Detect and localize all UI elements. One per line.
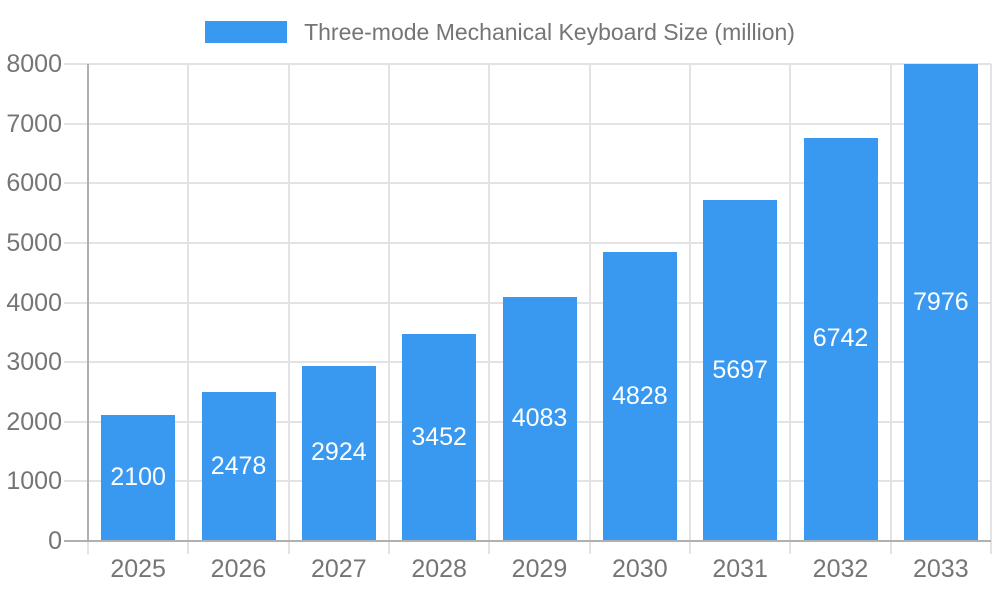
bar-value-label: 2924 [311,438,367,467]
bar-value-label: 2478 [210,451,267,480]
bar-value-label: 2100 [110,462,166,491]
y-gridline [64,241,991,244]
y-axis-tick-label: 2000 [6,407,62,436]
x-gridline [789,64,792,554]
y-axis-tick-label: 0 [48,527,62,555]
x-axis-tick-label: 2030 [612,555,668,583]
bar[interactable]: 5697 [703,200,778,540]
y-axis-tick-label: 6000 [6,169,62,198]
y-axis-tick-label: 5000 [6,228,62,257]
bar-value-label: 7976 [913,287,969,316]
y-gridline [64,182,991,185]
bar[interactable]: 2478 [201,392,276,540]
y-gridline [64,122,991,125]
y-axis-tick-label: 8000 [6,50,62,78]
bar[interactable]: 4083 [502,296,577,540]
bar-value-label: 6742 [812,324,869,353]
bar-value-label: 4828 [612,381,668,410]
x-gridline [388,64,390,554]
x-gridline [588,64,591,554]
chart-legend[interactable]: Three-mode Mechanical Keyboard Size (mil… [0,16,1000,48]
x-gridline [990,64,992,554]
x-gridline [287,64,290,554]
y-axis-tick-label: 3000 [6,348,62,377]
x-axis-tick-label: 2029 [511,555,568,583]
x-axis-baseline [64,540,991,542]
bar[interactable]: 3452 [402,334,477,540]
bar[interactable]: 4828 [602,252,677,540]
legend-label: Three-mode Mechanical Keyboard Size (mil… [304,18,795,45]
x-gridline [889,64,892,554]
x-axis-tick-label: 2025 [110,555,166,583]
y-gridline [64,63,991,65]
x-axis-tick-label: 2033 [913,555,969,583]
y-axis-tick-label: 7000 [6,109,62,138]
y-axis-line [87,64,89,541]
x-gridline [187,64,190,554]
x-axis-tick-label: 2028 [411,555,467,583]
x-gridline [488,64,491,554]
x-gridline [689,64,691,554]
legend-swatch-icon [205,21,288,43]
y-axis-tick-label: 4000 [6,288,62,317]
bar-value-label: 3452 [411,422,467,451]
x-axis-tick-label: 2032 [812,555,869,583]
x-axis-tick-label: 2027 [311,555,367,583]
y-axis-tick-label: 1000 [6,467,62,496]
bar[interactable]: 2100 [101,414,176,540]
x-axis-tick-label: 2026 [210,555,267,583]
bar-value-label: 5697 [712,355,768,384]
bar-value-label: 4083 [511,403,568,432]
bar[interactable]: 2924 [301,365,376,540]
bar[interactable]: 7976 [903,64,978,540]
x-axis-tick-label: 2031 [712,555,768,583]
bar[interactable]: 6742 [803,138,878,540]
